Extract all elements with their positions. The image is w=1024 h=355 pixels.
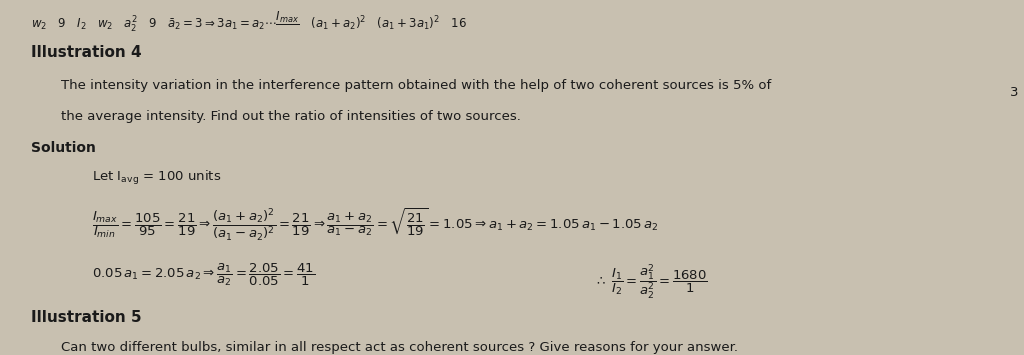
Text: the average intensity. Find out the ratio of intensities of two sources.: the average intensity. Find out the rati…	[61, 110, 521, 123]
Text: Solution: Solution	[31, 141, 95, 155]
Text: $0.05\,a_1 = 2.05\,a_2 \Rightarrow \dfrac{a_1}{a_2} = \dfrac{2.05}{0.05} = \dfra: $0.05\,a_1 = 2.05\,a_2 \Rightarrow \dfra…	[92, 262, 315, 288]
Text: $\dfrac{I_{max}}{I_{min}} = \dfrac{105}{95} = \dfrac{21}{19} \Rightarrow \dfrac{: $\dfrac{I_{max}}{I_{min}} = \dfrac{105}{…	[92, 207, 658, 243]
Text: Illustration 5: Illustration 5	[31, 310, 141, 325]
Text: Let $\mathrm{I_{avg}}$ = 100 units: Let $\mathrm{I_{avg}}$ = 100 units	[92, 169, 221, 187]
Text: Can two different bulbs, similar in all respect act as coherent sources ? Give r: Can two different bulbs, similar in all …	[61, 341, 738, 354]
Text: The intensity variation in the interference pattern obtained with the help of tw: The intensity variation in the interfere…	[61, 79, 772, 92]
Text: $\therefore\; \dfrac{I_1}{I_2} = \dfrac{a_1^2}{a_2^2} = \dfrac{1680}{1}$: $\therefore\; \dfrac{I_1}{I_2} = \dfrac{…	[594, 262, 708, 301]
Text: 3: 3	[1011, 86, 1019, 99]
Text: Illustration 4: Illustration 4	[31, 45, 141, 60]
Text: $w_2 \quad 9 \quad I_2 \quad w_2 \quad a_2^2 \quad 9 \quad \bar{a}_2 = 3 \Righta: $w_2 \quad 9 \quad I_2 \quad w_2 \quad a…	[31, 10, 467, 34]
